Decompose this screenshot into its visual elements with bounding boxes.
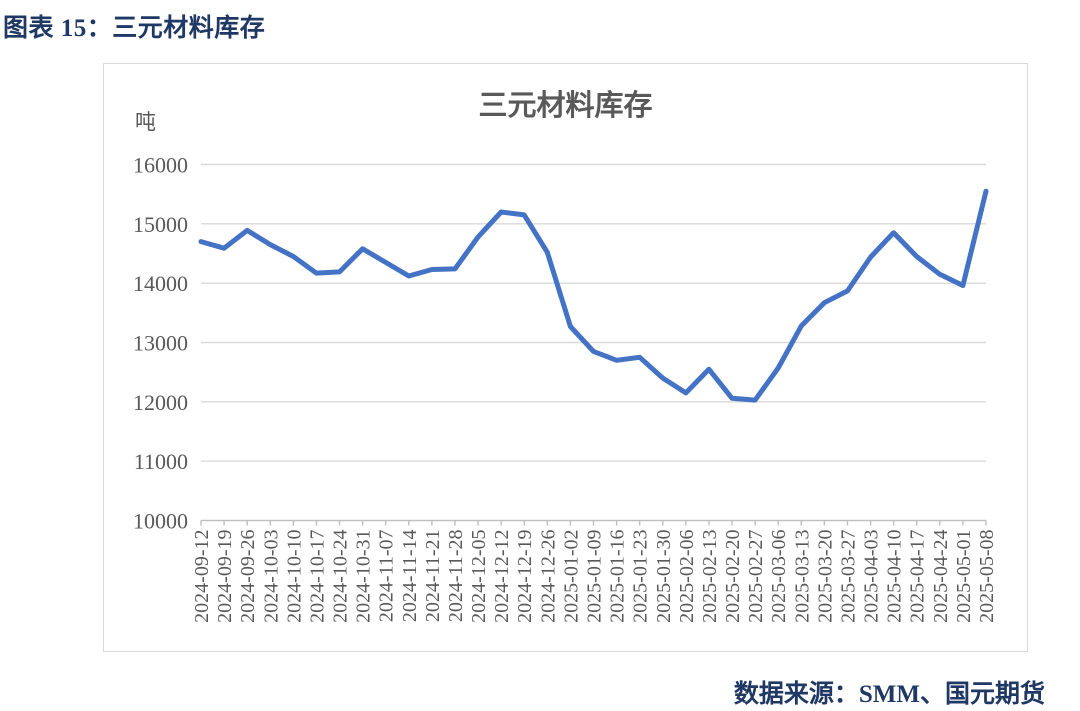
y-axis-tick-label: 16000 <box>133 153 188 178</box>
inventory-line-chart: 10000 11000 12000 13000 14000 15000 16000 2024-… <box>133 153 998 623</box>
series-line <box>198 188 989 403</box>
x-axis-tick-label: 2024-09-19 <box>214 530 236 623</box>
y-axis-tick-label: 13000 <box>133 331 188 356</box>
x-axis-tick-label: 2024-11-21 <box>422 530 444 623</box>
x-axis-tick-label: 2025-04-03 <box>861 530 883 623</box>
x-axis-tick-label: 2024-09-12 <box>191 530 213 623</box>
y-axis-tick-label: 14000 <box>133 271 188 296</box>
x-axis-tick-label: 2024-10-31 <box>353 530 375 623</box>
chart-title: 三元材料库存 <box>478 90 653 122</box>
y-axis-tick-label: 15000 <box>133 212 188 237</box>
x-axis-tick-label: 2024-10-17 <box>306 530 328 623</box>
x-axis-tick-label: 2025-01-23 <box>630 530 652 623</box>
x-axis-tick-label: 2024-10-24 <box>330 530 352 623</box>
x-axis-tick-label: 2024-12-12 <box>491 530 513 623</box>
y-axis-tick-label: 12000 <box>133 390 188 415</box>
x-axis-tick-label: 2025-01-09 <box>584 530 606 623</box>
data-source: 数据来源：SMM、国元期货 <box>733 681 1045 708</box>
x-axis-tick-label: 2025-05-01 <box>953 530 975 623</box>
x-axis-tick-label: 2024-09-26 <box>237 530 259 623</box>
x-axis-tick-label: 2024-11-07 <box>376 530 398 623</box>
x-axis-tick-label: 2025-04-24 <box>930 530 952 623</box>
y-axis-tick-label: 10000 <box>133 509 188 534</box>
x-axis-tick-label: 2024-12-05 <box>468 530 490 623</box>
x-axis-tick-label: 2024-10-10 <box>283 530 305 623</box>
y-axis-unit-label: 吨 <box>135 110 156 134</box>
x-axis-tick-label: 2025-01-30 <box>653 530 675 623</box>
x-axis-tick-label: 2024-11-14 <box>399 530 421 623</box>
figure-caption: 图表 15：三元材料库存 <box>3 15 266 42</box>
x-axis-tick-label: 2025-02-20 <box>722 530 744 623</box>
x-axis-tick-label: 2025-03-20 <box>814 530 836 623</box>
y-axis-tick-label: 11000 <box>134 449 188 474</box>
x-axis-tick-label: 2024-10-03 <box>260 530 282 623</box>
x-axis-tick-label: 2024-12-26 <box>537 530 559 623</box>
x-axis-tick-label: 2025-04-10 <box>884 530 906 623</box>
x-axis-tick-label: 2025-05-08 <box>976 530 998 623</box>
x-axis-tick-label: 2025-03-13 <box>791 530 813 623</box>
x-axis-tick-label: 2024-11-28 <box>445 530 467 623</box>
x-axis-tick-label: 2025-03-27 <box>837 530 859 623</box>
x-axis-tick-label: 2025-02-27 <box>745 530 767 623</box>
x-axis-tick-label: 2025-02-13 <box>699 530 721 623</box>
x-axis-tick-label: 2025-03-06 <box>768 530 790 623</box>
x-axis-tick-label: 2025-01-16 <box>607 530 629 623</box>
x-axis-tick-label: 2025-02-06 <box>676 530 698 623</box>
x-axis-tick-label: 2025-01-02 <box>560 530 582 623</box>
x-axis-tick-label: 2024-12-19 <box>514 530 536 623</box>
x-axis-tick-label: 2025-04-17 <box>907 530 929 623</box>
chart-card: 10000 11000 12000 13000 14000 15000 16000 2024-… <box>103 63 1028 652</box>
